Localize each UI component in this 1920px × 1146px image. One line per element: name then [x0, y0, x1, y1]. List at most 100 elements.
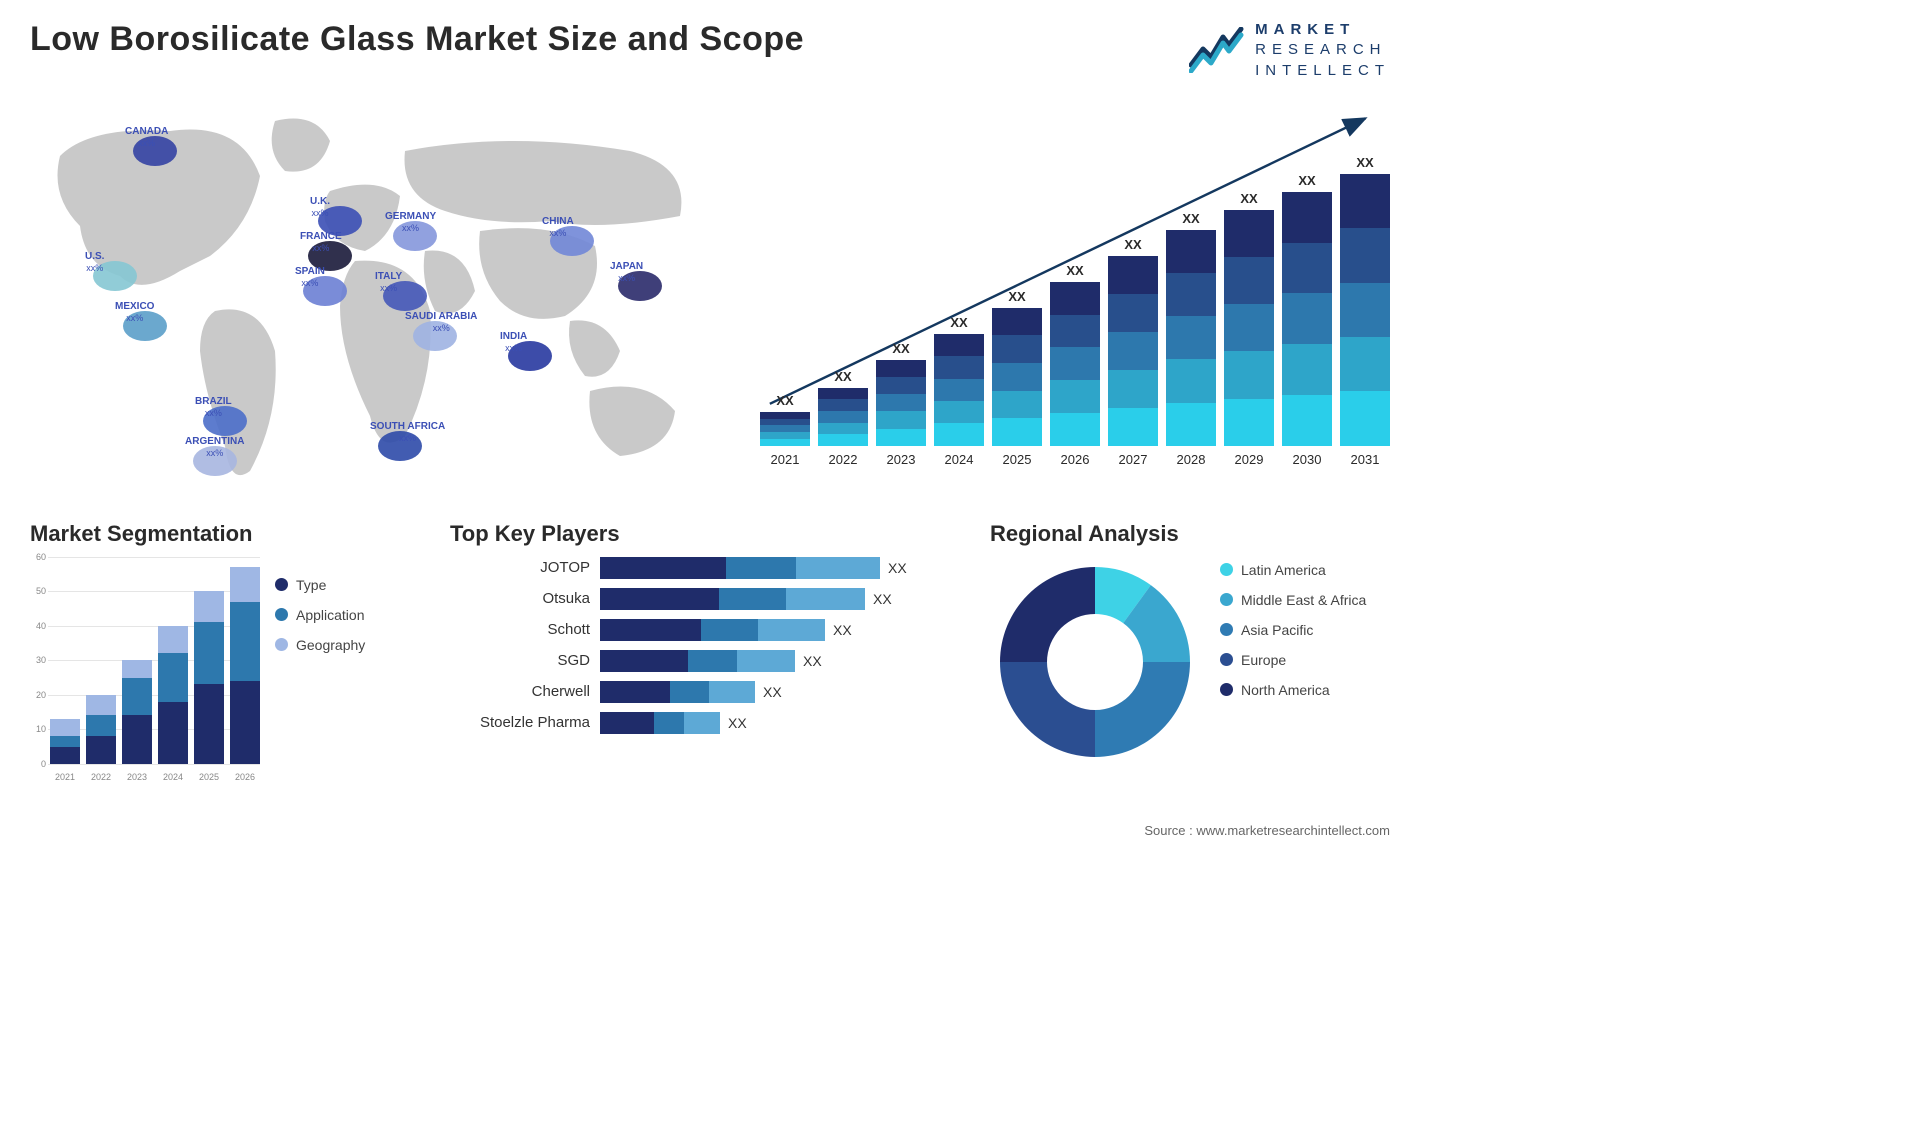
growth-value-label: XX [1240, 191, 1257, 206]
map-label-spain: SPAINxx% [295, 266, 325, 289]
map-label-france: FRANCExx% [300, 231, 342, 254]
map-label-brazil: BRAZILxx% [195, 396, 232, 419]
map-label-argentina: ARGENTINAxx% [185, 436, 244, 459]
logo-line1: MARKET [1255, 20, 1390, 40]
player-name: SGD [450, 652, 590, 669]
page-title: Low Borosilicate Glass Market Size and S… [30, 20, 804, 59]
player-value: XX [888, 560, 907, 576]
growth-bar-2031: XX [1340, 155, 1390, 446]
logo: MARKET RESEARCH INTELLECT [1189, 20, 1390, 81]
player-value: XX [803, 653, 822, 669]
segmentation-title: Market Segmentation [30, 521, 420, 547]
donut-slice [1000, 662, 1095, 757]
legend-item: Type [275, 577, 365, 593]
seg-bar-2021 [50, 719, 80, 764]
growth-year-label: 2026 [1050, 452, 1100, 467]
growth-year-label: 2021 [760, 452, 810, 467]
region-panel: Regional Analysis Latin America Middle Ea… [990, 521, 1390, 801]
legend-item: Asia Pacific [1220, 622, 1366, 638]
player-row: SchottXX [450, 619, 960, 641]
region-legend: Latin America Middle East & Africa Asia Pa… [1220, 557, 1366, 767]
growth-bar-2026: XX [1050, 263, 1100, 446]
growth-bar-2023: XX [876, 341, 926, 446]
segmentation-panel: Market Segmentation 01020304050602021202… [30, 521, 420, 801]
map-label-china: CHINAxx% [542, 216, 574, 239]
seg-bar-2024 [158, 626, 188, 764]
map-label-india: INDIAxx% [500, 331, 527, 354]
growth-year-label: 2031 [1340, 452, 1390, 467]
map-label-canada: CANADAxx% [125, 126, 168, 149]
legend-item: Europe [1220, 652, 1366, 668]
player-name: Otsuka [450, 590, 590, 607]
player-row: CherwellXX [450, 681, 960, 703]
growth-value-label: XX [950, 315, 967, 330]
seg-bar-2026 [230, 567, 260, 764]
player-row: JOTOP XX [450, 557, 960, 579]
player-name: Stoelzle Pharma [450, 714, 590, 731]
donut-slice [1095, 662, 1190, 757]
players-title: Top Key Players [450, 521, 960, 547]
growth-bar-2029: XX [1224, 191, 1274, 446]
player-name: JOTOP [450, 559, 590, 576]
growth-bar-2021: XX [760, 393, 810, 446]
growth-year-label: 2025 [992, 452, 1042, 467]
legend-item: Geography [275, 637, 365, 653]
legend-item: Middle East & Africa [1220, 592, 1366, 608]
logo-line2: RESEARCH [1255, 40, 1390, 60]
map-label-italy: ITALYxx% [375, 271, 402, 294]
growth-value-label: XX [1124, 237, 1141, 252]
growth-year-label: 2024 [934, 452, 984, 467]
player-name: Cherwell [450, 683, 590, 700]
segmentation-chart: 0102030405060202120222023202420252026 [30, 557, 260, 782]
source-attribution: Source : www.marketresearchintellect.com [1144, 823, 1390, 838]
legend-item: Latin America [1220, 562, 1366, 578]
growth-value-label: XX [1356, 155, 1373, 170]
growth-year-label: 2028 [1166, 452, 1216, 467]
map-label-u-k-: U.K.xx% [310, 196, 330, 219]
growth-value-label: XX [892, 341, 909, 356]
world-map: CANADAxx% U.S.xx% MEXICOxx% BRAZILxx% ARGENT… [30, 96, 710, 496]
growth-value-label: XX [1008, 289, 1025, 304]
growth-value-label: XX [776, 393, 793, 408]
growth-value-label: XX [834, 369, 851, 384]
player-row: Stoelzle Pharma XX [450, 712, 960, 734]
players-list: JOTOPXXOtsukaXXSchottXXSGDXXCherwellXXSt… [450, 557, 960, 734]
growth-year-label: 2027 [1108, 452, 1158, 467]
legend-item: Application [275, 607, 365, 623]
segmentation-legend: Type Application Geography [275, 557, 365, 782]
seg-bar-2023 [122, 660, 152, 763]
logo-line3: INTELLECT [1255, 61, 1390, 81]
growth-bar-2022: XX [818, 369, 868, 446]
growth-year-label: 2023 [876, 452, 926, 467]
growth-year-label: 2022 [818, 452, 868, 467]
region-donut [990, 557, 1200, 767]
logo-icon [1189, 27, 1245, 73]
region-title: Regional Analysis [990, 521, 1390, 547]
map-label-germany: GERMANYxx% [385, 211, 436, 234]
growth-bar-2027: XX [1108, 237, 1158, 446]
players-panel: Top Key Players JOTOPXXOtsukaXXSchottXXS… [450, 521, 960, 801]
growth-bar-2028: XX [1166, 211, 1216, 446]
seg-bar-2025 [194, 591, 224, 763]
map-label-saudi-arabia: SAUDI ARABIAxx% [405, 311, 477, 334]
player-value: XX [728, 715, 747, 731]
map-label-mexico: MEXICOxx% [115, 301, 154, 324]
growth-value-label: XX [1298, 173, 1315, 188]
map-label-south-africa: SOUTH AFRICAxx% [370, 421, 445, 444]
growth-value-label: XX [1066, 263, 1083, 278]
growth-bar-2025: XX [992, 289, 1042, 446]
player-name: Schott [450, 621, 590, 638]
player-value: XX [873, 591, 892, 607]
growth-chart: XX XX XX XX XX XX XX XX XX XX XX 2021 2022 2023 2024 2… [760, 96, 1390, 496]
player-row: SGD XX [450, 650, 960, 672]
map-label-u-s-: U.S.xx% [85, 251, 104, 274]
growth-year-label: 2029 [1224, 452, 1274, 467]
growth-bar-2024: XX [934, 315, 984, 446]
legend-item: North America [1220, 682, 1366, 698]
map-label-japan: JAPANxx% [610, 261, 643, 284]
growth-year-label: 2030 [1282, 452, 1332, 467]
seg-bar-2022 [86, 695, 116, 764]
player-row: Otsuka XX [450, 588, 960, 610]
donut-slice [1000, 567, 1095, 662]
growth-value-label: XX [1182, 211, 1199, 226]
